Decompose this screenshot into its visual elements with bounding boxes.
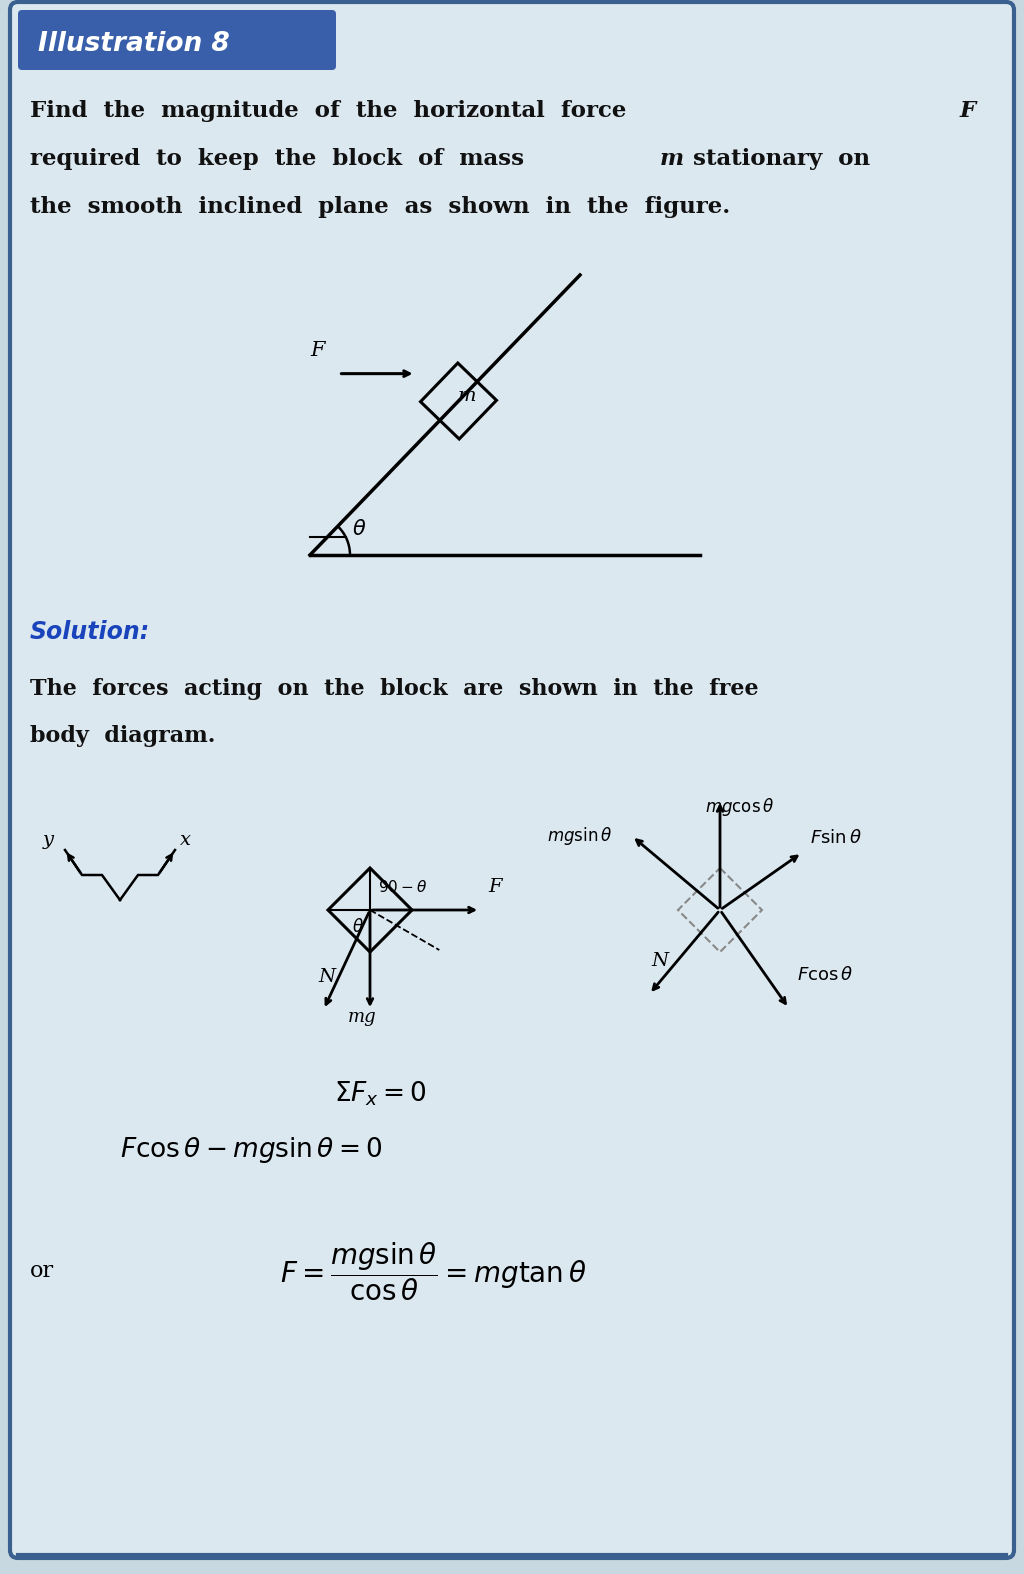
- Text: N: N: [651, 952, 669, 970]
- Text: body  diagram.: body diagram.: [30, 726, 215, 748]
- Text: x: x: [180, 831, 191, 848]
- Text: Find  the  magnitude  of  the  horizontal  force: Find the magnitude of the horizontal for…: [30, 101, 627, 123]
- Text: the  smooth  inclined  plane  as  shown  in  the  figure.: the smooth inclined plane as shown in th…: [30, 197, 730, 219]
- Text: mg: mg: [348, 1007, 377, 1026]
- Text: $\theta$: $\theta$: [352, 918, 364, 937]
- Text: $F\cos\theta$: $F\cos\theta$: [797, 966, 853, 984]
- Text: F: F: [310, 340, 325, 359]
- Text: Illustration 8: Illustration 8: [38, 31, 229, 57]
- Text: $mg\sin\theta$: $mg\sin\theta$: [547, 825, 612, 847]
- FancyBboxPatch shape: [10, 2, 1014, 1558]
- Text: or: or: [30, 1261, 54, 1281]
- Text: Solution:: Solution:: [30, 620, 151, 644]
- Text: stationary  on: stationary on: [685, 148, 870, 170]
- Text: $\Sigma F_x = 0$: $\Sigma F_x = 0$: [334, 1080, 426, 1108]
- Text: required  to  keep  the  block  of  mass: required to keep the block of mass: [30, 148, 532, 170]
- Text: $F\sin\theta$: $F\sin\theta$: [810, 828, 861, 847]
- Text: $mg\cos\theta$: $mg\cos\theta$: [705, 796, 774, 818]
- Text: $\theta$: $\theta$: [352, 519, 367, 538]
- Text: m: m: [660, 148, 684, 170]
- FancyBboxPatch shape: [18, 9, 336, 69]
- Text: F: F: [488, 878, 502, 896]
- Text: y: y: [43, 831, 54, 848]
- Text: $90-\theta$: $90-\theta$: [378, 878, 427, 896]
- Text: $F\cos\theta - mg\sin\theta = 0$: $F\cos\theta - mg\sin\theta = 0$: [120, 1135, 382, 1165]
- Text: N: N: [318, 968, 336, 985]
- Text: $F = \dfrac{mg\sin\theta}{\cos\theta} = mg\tan\theta$: $F = \dfrac{mg\sin\theta}{\cos\theta} = …: [280, 1240, 587, 1303]
- Text: The  forces  acting  on  the  block  are  shown  in  the  free: The forces acting on the block are shown…: [30, 678, 759, 700]
- Text: F: F: [961, 101, 976, 123]
- Text: m: m: [458, 387, 476, 405]
